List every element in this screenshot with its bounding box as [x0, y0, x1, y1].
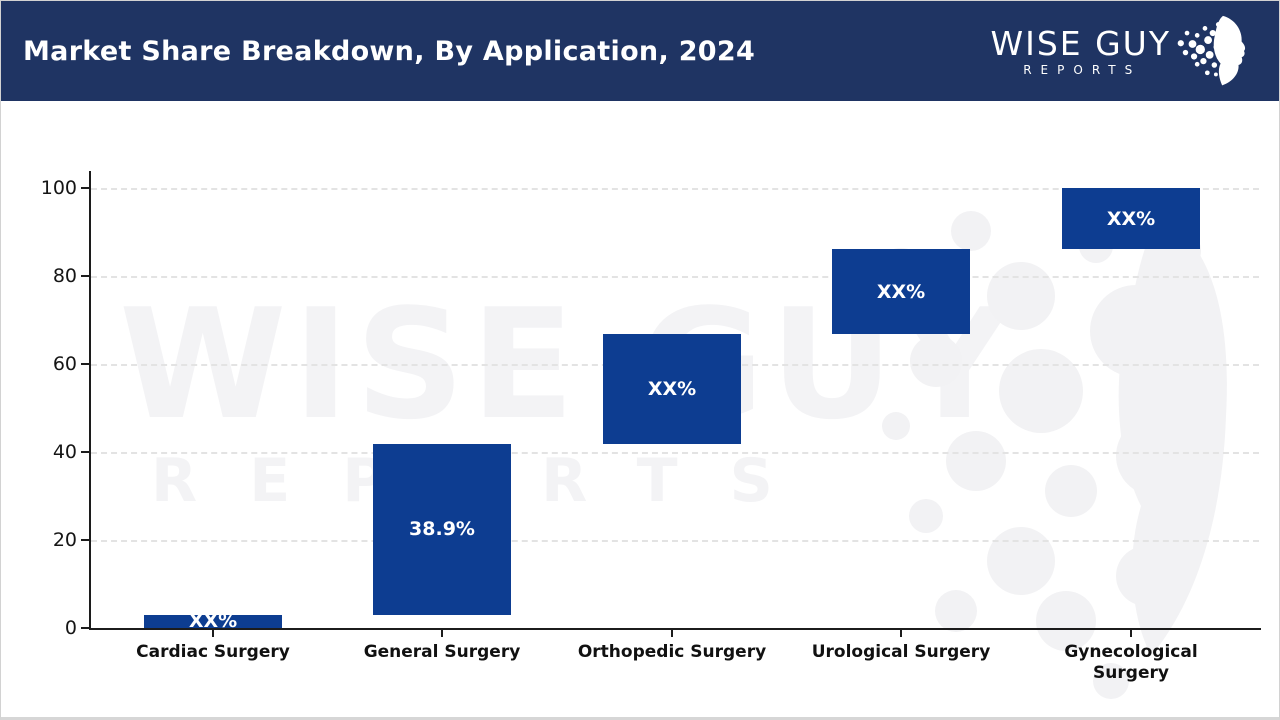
x-tick-mark-4	[1130, 630, 1132, 637]
gridline-40	[91, 452, 1259, 454]
x-axis-label-1: General Surgery	[363, 642, 521, 662]
y-tick-label-40: 40	[52, 441, 77, 463]
y-tick-mark-20	[81, 539, 89, 541]
logo-brand-subtitle: REPORTS	[1023, 62, 1142, 77]
x-tick-mark-2	[671, 630, 673, 637]
logo-text: WISE GUY REPORTS	[990, 27, 1171, 76]
bar-value-label-4: XX%	[1106, 207, 1156, 230]
y-tick-label-80: 80	[52, 265, 77, 287]
header-bar: Market Share Breakdown, By Application, …	[1, 1, 1279, 101]
y-tick-mark-80	[81, 275, 89, 277]
bar-value-label-0: XX%	[188, 610, 238, 633]
watermark-head-icon	[873, 211, 1227, 699]
y-axis-line	[89, 171, 91, 630]
x-tick-mark-1	[441, 630, 443, 637]
x-axis-line	[89, 628, 1261, 630]
y-tick-label-0: 0	[64, 617, 77, 639]
x-axis-label-2: Orthopedic Surgery	[577, 642, 767, 662]
x-axis-label-0: Cardiac Surgery	[136, 642, 290, 662]
bar-value-label-3: XX%	[876, 280, 926, 303]
bar-2: XX%	[603, 334, 741, 444]
wise-guy-logo: WISE GUY REPORTS	[990, 8, 1251, 94]
gridline-100	[91, 188, 1259, 190]
y-tick-label-100: 100	[40, 177, 77, 199]
x-axis-label-4: Gynecological Surgery	[1064, 642, 1198, 684]
logo-brand-name: WISE GUY	[990, 23, 1171, 63]
bar-1: 38.9%	[373, 443, 511, 615]
y-tick-mark-40	[81, 451, 89, 453]
y-tick-label-20: 20	[52, 529, 77, 551]
gridline-20	[91, 540, 1259, 542]
bar-0: XX%	[144, 610, 282, 632]
y-tick-label-60: 60	[52, 353, 77, 375]
gridline-80	[91, 276, 1259, 278]
dotted-head-logo-icon	[1177, 15, 1246, 86]
bar-3: XX%	[832, 249, 970, 335]
y-tick-mark-0	[81, 627, 89, 629]
y-tick-mark-60	[81, 363, 89, 365]
bar-4: XX%	[1062, 188, 1200, 250]
y-tick-mark-100	[81, 187, 89, 189]
bar-value-label-2: XX%	[647, 377, 697, 400]
x-tick-mark-3	[900, 630, 902, 637]
chart-title: Market Share Breakdown, By Application, …	[23, 35, 756, 67]
bar-value-label-1: 38.9%	[409, 518, 475, 541]
x-axis-label-3: Urological Surgery	[811, 642, 991, 662]
x-tick-mark-0	[212, 630, 214, 637]
